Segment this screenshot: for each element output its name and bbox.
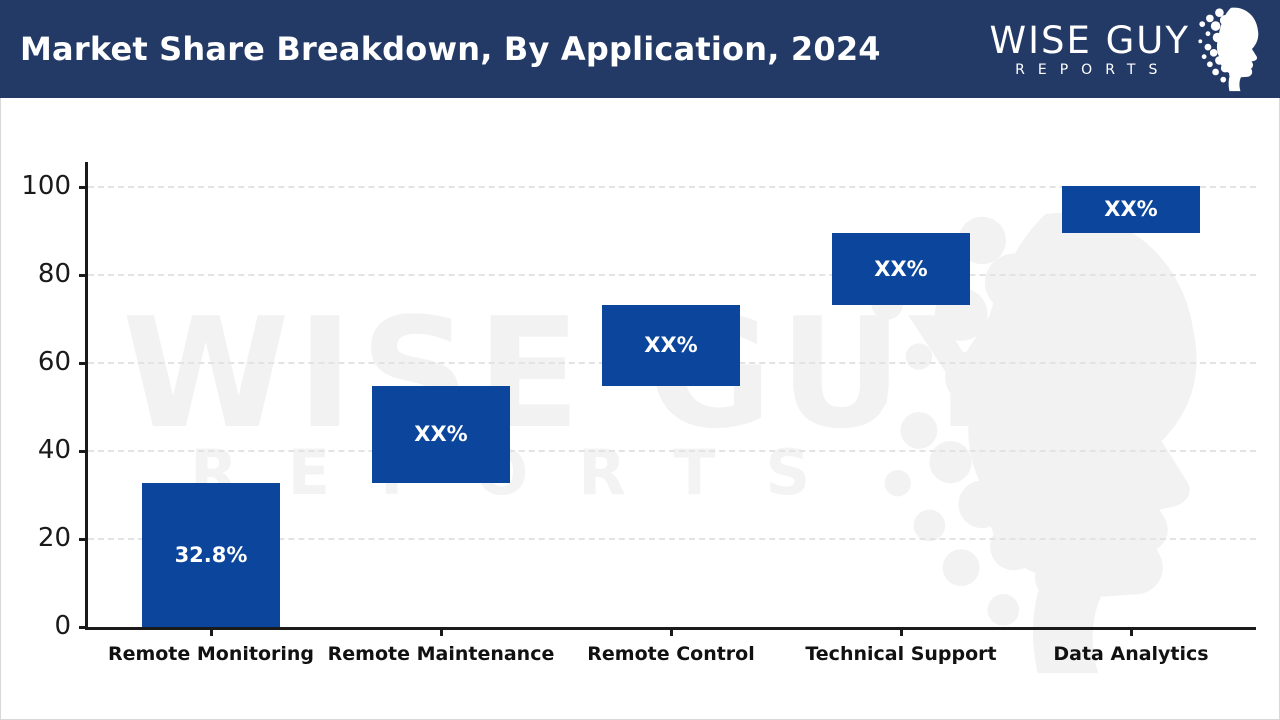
y-tick-label: 40 (37, 435, 71, 465)
bar-remote-control: XX% (602, 304, 740, 386)
gridline (88, 538, 1256, 540)
logo-subtitle: REPORTS (1015, 61, 1171, 78)
x-tick (440, 627, 443, 636)
y-tick (79, 362, 88, 365)
y-tick (79, 538, 88, 541)
x-tick (210, 627, 213, 636)
bar-remote-monitoring: 32.8% (142, 482, 280, 627)
bar-data-analytics: XX% (1062, 185, 1200, 234)
chart-plot-area: WISE GUY REPORTS 0 20 40 60 80 100 32.8% Remote… (0, 98, 1280, 720)
bar-technical-support: XX% (832, 233, 970, 305)
y-tick (79, 450, 88, 453)
bar-value-label: XX% (414, 422, 468, 447)
bar-value-label: XX% (874, 257, 928, 282)
watermark-subtitle: REPORTS (190, 436, 861, 509)
category-label: Data Analytics (1053, 643, 1209, 665)
dotted-head-profile-icon (1198, 7, 1259, 92)
y-tick (79, 274, 88, 277)
x-tick (1130, 627, 1133, 636)
category-label: Remote Monitoring (107, 643, 315, 665)
y-tick (79, 626, 88, 629)
y-tick-label: 80 (37, 259, 71, 289)
chart-title: Market Share Breakdown, By Application, … (20, 30, 881, 68)
watermark-head-profile-icon (866, 212, 1197, 674)
category-label: Technical Support (805, 643, 997, 665)
y-tick-label: 20 (37, 523, 71, 553)
gridline (88, 186, 1256, 188)
watermark-wordmark: WISE GUY (122, 285, 1027, 462)
x-tick (670, 627, 673, 636)
bar-value-label: XX% (1104, 197, 1158, 222)
y-tick (79, 186, 88, 189)
category-label: Remote Control (587, 643, 755, 665)
header-bar: Market Share Breakdown, By Application, … (0, 0, 1280, 98)
bar-remote-maintenance: XX% (372, 385, 510, 483)
y-axis (85, 162, 88, 630)
x-axis (85, 627, 1256, 630)
wise-guy-reports-logo: WISE GUY REPORTS (990, 5, 1280, 93)
x-tick (900, 627, 903, 636)
watermark-head-icon (845, 198, 1225, 684)
bar-value-label: XX% (644, 333, 698, 358)
gridline (88, 450, 1256, 452)
category-label: Remote Maintenance (327, 643, 555, 665)
y-tick-label: 60 (37, 347, 71, 377)
logo-text: WISE GUY REPORTS (990, 22, 1190, 77)
y-tick-label: 100 (21, 171, 71, 201)
logo-wordmark: WISE GUY (989, 18, 1190, 62)
gridline (88, 274, 1256, 276)
y-tick-label: 0 (54, 611, 71, 641)
bar-value-label: 32.8% (174, 542, 248, 567)
